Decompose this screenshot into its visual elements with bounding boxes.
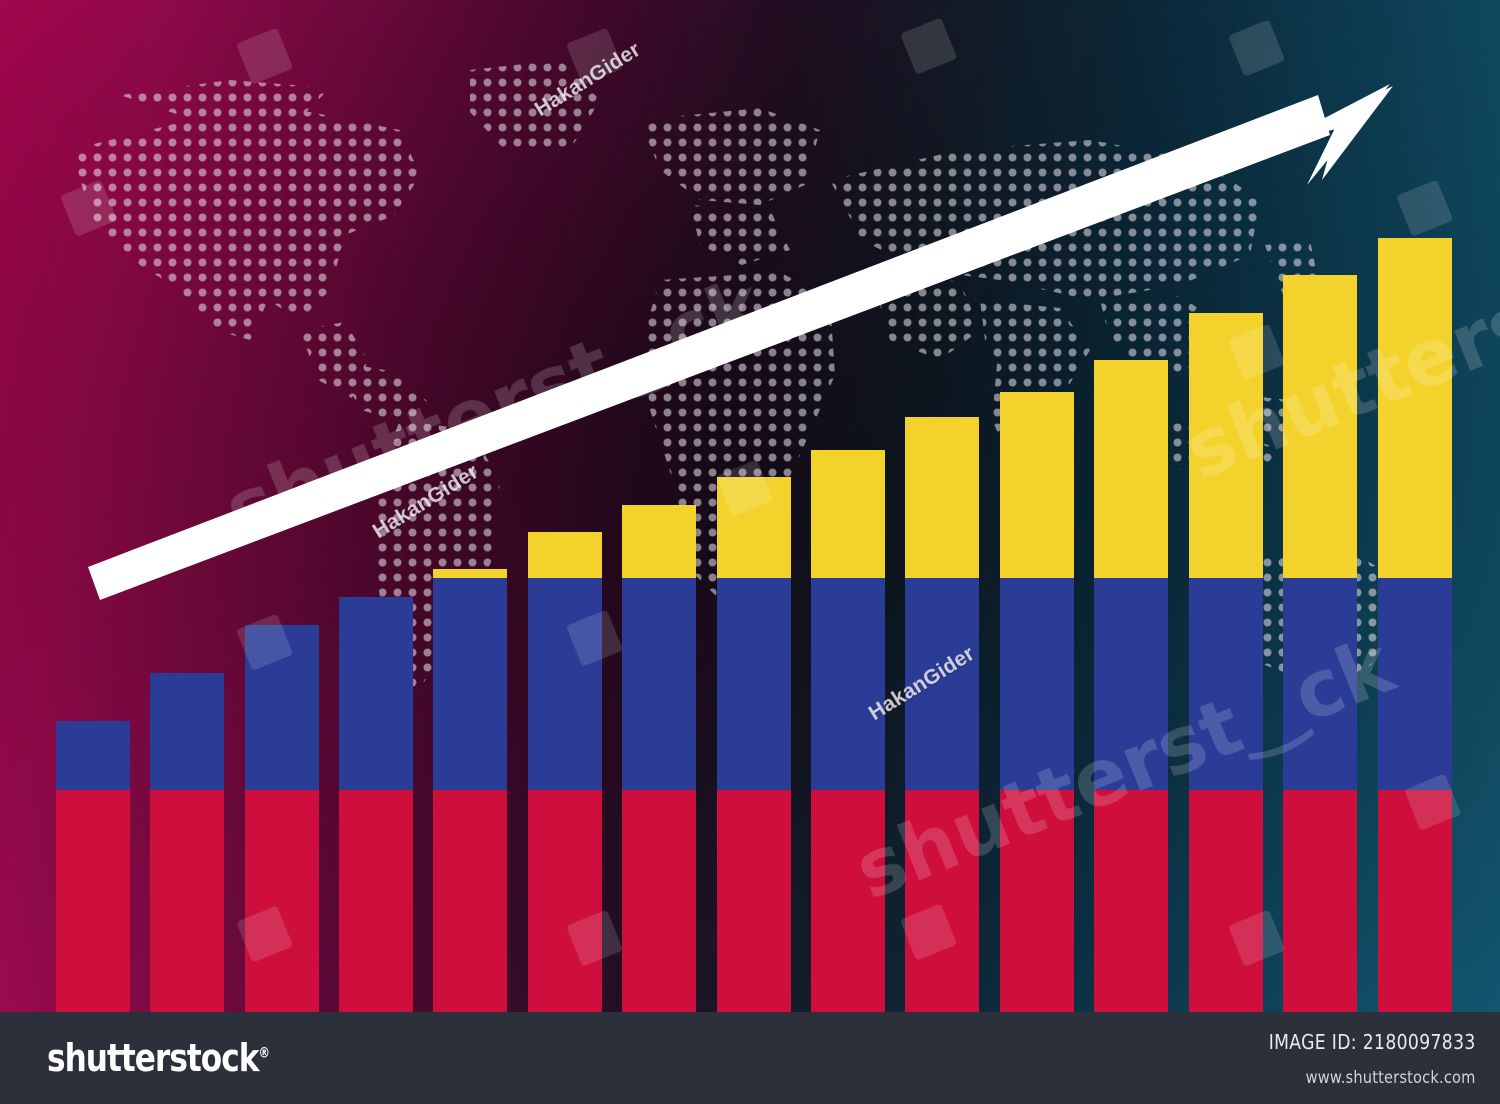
bar	[1189, 313, 1263, 1012]
bar-band-yellow	[622, 505, 696, 578]
bar-band-yellow	[528, 532, 602, 578]
bar-band-red	[905, 790, 979, 1012]
bar	[528, 532, 602, 1012]
bar-band-red	[339, 790, 413, 1012]
bar-band-red	[811, 790, 885, 1012]
bar-band-blue	[1094, 578, 1168, 790]
bar-band-blue	[150, 673, 224, 790]
bar	[1000, 392, 1074, 1012]
bar-band-red	[1094, 790, 1168, 1012]
bar	[1283, 275, 1357, 1012]
shutterstock-footer: shutterstock® IMAGE ID: 2180097833 www.s…	[0, 1012, 1500, 1104]
bar-band-red	[245, 790, 319, 1012]
bar-band-blue	[622, 578, 696, 790]
bar-band-blue	[528, 578, 602, 790]
bar	[56, 721, 130, 1012]
shutterstock-logo: shutterstock®	[47, 1036, 270, 1080]
bar-band-blue	[56, 721, 130, 790]
bar	[433, 569, 507, 1012]
bar-band-red	[717, 790, 791, 1012]
bar-band-red	[433, 790, 507, 1012]
bar-band-blue	[717, 578, 791, 790]
bar	[905, 417, 979, 1012]
bar	[811, 450, 885, 1012]
bar-band-yellow	[1000, 392, 1074, 578]
bar-band-yellow	[811, 450, 885, 578]
bar	[339, 597, 413, 1012]
bar	[1378, 238, 1452, 1012]
bar-band-blue	[1000, 578, 1074, 790]
bar-band-yellow	[1094, 360, 1168, 578]
bar-band-blue	[1283, 578, 1357, 790]
bar-band-red	[1189, 790, 1263, 1012]
bar	[717, 477, 791, 1012]
bar	[1094, 360, 1168, 1012]
bar-band-blue	[1189, 578, 1263, 790]
bar-band-red	[1378, 790, 1452, 1012]
bar-band-blue	[245, 625, 319, 790]
registered-trademark-icon: ®	[258, 1045, 270, 1062]
shutterstock-url: www.shutterstock.com	[1306, 1068, 1476, 1088]
bar-band-blue	[811, 578, 885, 790]
bar-band-yellow	[433, 569, 507, 578]
bar-band-red	[150, 790, 224, 1012]
bar-band-yellow	[717, 477, 791, 578]
bar	[622, 505, 696, 1012]
bar-chart	[56, 238, 1452, 1012]
artwork-area: shutterst‿ck shutterst‿ck shutterst‿ck	[0, 0, 1500, 1012]
image-id: IMAGE ID: 2180097833	[1269, 1030, 1476, 1054]
bar-band-red	[1283, 790, 1357, 1012]
bar-band-red	[1000, 790, 1074, 1012]
bar-band-yellow	[1378, 238, 1452, 578]
bar-band-yellow	[1189, 313, 1263, 578]
bar-band-red	[528, 790, 602, 1012]
bar-band-red	[622, 790, 696, 1012]
bar-band-red	[56, 790, 130, 1012]
bar	[150, 673, 224, 1012]
bar-band-yellow	[1283, 275, 1357, 578]
bar-band-blue	[433, 578, 507, 790]
bar-band-blue	[1378, 578, 1452, 790]
bar	[245, 625, 319, 1012]
bar-band-yellow	[905, 417, 979, 578]
bar-band-blue	[339, 597, 413, 790]
image-id-label: IMAGE ID:	[1269, 1030, 1358, 1054]
shutterstock-logo-text: shutterstock	[47, 1036, 259, 1080]
image-id-value: 2180097833	[1363, 1030, 1476, 1054]
bar-band-blue	[905, 578, 979, 790]
